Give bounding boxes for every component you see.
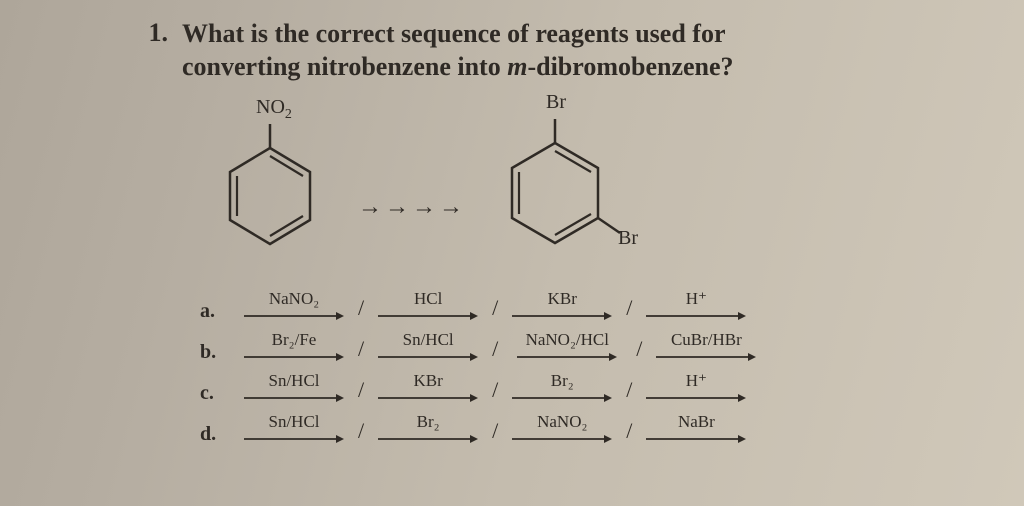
arrow-icon: → bbox=[439, 194, 462, 221]
question-line1: What is the correct sequence of reagents… bbox=[182, 19, 726, 48]
answer-label: b. bbox=[200, 341, 226, 364]
reagent-arrow-icon bbox=[656, 350, 756, 364]
question-row: 1. What is the correct sequence of reage… bbox=[140, 18, 984, 83]
reagent-step: Sn/HCl bbox=[372, 331, 484, 364]
reagent-arrow-icon bbox=[378, 432, 478, 446]
product-label-top: Br bbox=[546, 91, 566, 114]
product-molecule: Br Br bbox=[480, 95, 640, 280]
reagent-step: Br₂ bbox=[506, 372, 618, 405]
separator: / bbox=[356, 377, 366, 405]
reagent-arrow-icon bbox=[646, 309, 746, 323]
answer-list: a. NaNO₂ / HCl / KBr / H⁺ b. bbox=[200, 290, 984, 446]
product-label-side: Br bbox=[618, 227, 638, 250]
answer-label: c. bbox=[200, 382, 226, 405]
reagent-arrow-icon bbox=[378, 391, 478, 405]
separator: / bbox=[356, 295, 366, 323]
separator: / bbox=[490, 336, 500, 364]
reagent-arrow-icon bbox=[378, 309, 478, 323]
reagent-arrow-icon bbox=[244, 350, 344, 364]
reagent-text: NaNO₂ bbox=[269, 290, 319, 309]
question-text: What is the correct sequence of reagents… bbox=[182, 18, 734, 83]
reagent-arrow-icon bbox=[378, 350, 478, 364]
reagent-step: H⁺ bbox=[640, 372, 752, 405]
reagent-step: HCl bbox=[372, 290, 484, 323]
reagent-step: Br₂/Fe bbox=[238, 331, 350, 364]
reagent-step: NaNO₂/HCl bbox=[506, 331, 628, 364]
arrow-chain: → → → → bbox=[358, 154, 462, 221]
arrow-icon: → bbox=[412, 194, 435, 221]
reagent-arrow-icon bbox=[244, 432, 344, 446]
reagent-text: Br₂/Fe bbox=[272, 331, 317, 350]
answer-label: d. bbox=[200, 423, 226, 446]
arrow-icon: → bbox=[385, 194, 408, 221]
arrow-icon: → bbox=[358, 194, 381, 221]
separator: / bbox=[490, 295, 500, 323]
reagent-step: Sn/HCl bbox=[238, 372, 350, 405]
reagent-step: NaNO₂ bbox=[238, 290, 350, 323]
reaction-scheme: NO2 → → → → Br Br bbox=[200, 95, 984, 280]
benzene-ring-icon bbox=[480, 95, 640, 275]
reagent-text: Sn/HCl bbox=[268, 372, 319, 391]
reagent-arrow-icon bbox=[646, 391, 746, 405]
reagent-arrow-icon bbox=[512, 309, 612, 323]
separator: / bbox=[634, 336, 644, 364]
answer-option-d: d. Sn/HCl / Br₂ / NaNO₂ / NaBr bbox=[200, 413, 984, 446]
reagent-text: Sn/HCl bbox=[403, 331, 454, 350]
separator: / bbox=[624, 377, 634, 405]
reagent-text: H⁺ bbox=[686, 372, 707, 391]
reagent-arrow-icon bbox=[244, 391, 344, 405]
answer-option-c: c. Sn/HCl / KBr / Br₂ / H⁺ bbox=[200, 372, 984, 405]
separator: / bbox=[490, 377, 500, 405]
reagent-text: H⁺ bbox=[686, 290, 707, 309]
reagent-text: HCl bbox=[414, 290, 442, 309]
question-line2-em: m bbox=[507, 52, 527, 81]
separator: / bbox=[356, 336, 366, 364]
page-root: 1. What is the correct sequence of reage… bbox=[0, 0, 1024, 506]
reagent-step: NaNO₂ bbox=[506, 413, 618, 446]
reagent-step: KBr bbox=[372, 372, 484, 405]
reactant-label: NO2 bbox=[256, 96, 292, 123]
reagent-text: Sn/HCl bbox=[268, 413, 319, 432]
reagent-text: Br₂ bbox=[417, 413, 440, 432]
question-number: 1. bbox=[140, 18, 168, 48]
reagent-text: KBr bbox=[413, 372, 442, 391]
reagent-step: CuBr/HBr bbox=[650, 331, 762, 364]
reagent-step: KBr bbox=[506, 290, 618, 323]
separator: / bbox=[490, 418, 500, 446]
reagent-text: NaNO₂/HCl bbox=[526, 331, 609, 350]
question-line2-post: -dibromobenzene? bbox=[527, 52, 733, 81]
reagent-text: Br₂ bbox=[551, 372, 574, 391]
reagent-arrow-icon bbox=[244, 309, 344, 323]
benzene-ring-icon bbox=[200, 100, 340, 270]
reagent-text: CuBr/HBr bbox=[671, 331, 742, 350]
reagent-text: NaBr bbox=[678, 413, 715, 432]
reagent-step: Br₂ bbox=[372, 413, 484, 446]
reagent-arrow-icon bbox=[646, 432, 746, 446]
separator: / bbox=[624, 295, 634, 323]
reagent-arrow-icon bbox=[512, 391, 612, 405]
reagent-step: NaBr bbox=[640, 413, 752, 446]
answer-option-a: a. NaNO₂ / HCl / KBr / H⁺ bbox=[200, 290, 984, 323]
reagent-arrow-icon bbox=[512, 432, 612, 446]
separator: / bbox=[624, 418, 634, 446]
reactant-molecule: NO2 bbox=[200, 100, 340, 275]
reagent-step: H⁺ bbox=[640, 290, 752, 323]
reagent-arrow-icon bbox=[512, 350, 622, 364]
answer-label: a. bbox=[200, 300, 226, 323]
answer-option-b: b. Br₂/Fe / Sn/HCl / NaNO₂/HCl / CuBr/HB… bbox=[200, 331, 984, 364]
question-line2-pre: converting nitrobenzene into bbox=[182, 52, 507, 81]
reagent-text: NaNO₂ bbox=[537, 413, 587, 432]
reagent-text: KBr bbox=[548, 290, 577, 309]
separator: / bbox=[356, 418, 366, 446]
reagent-step: Sn/HCl bbox=[238, 413, 350, 446]
